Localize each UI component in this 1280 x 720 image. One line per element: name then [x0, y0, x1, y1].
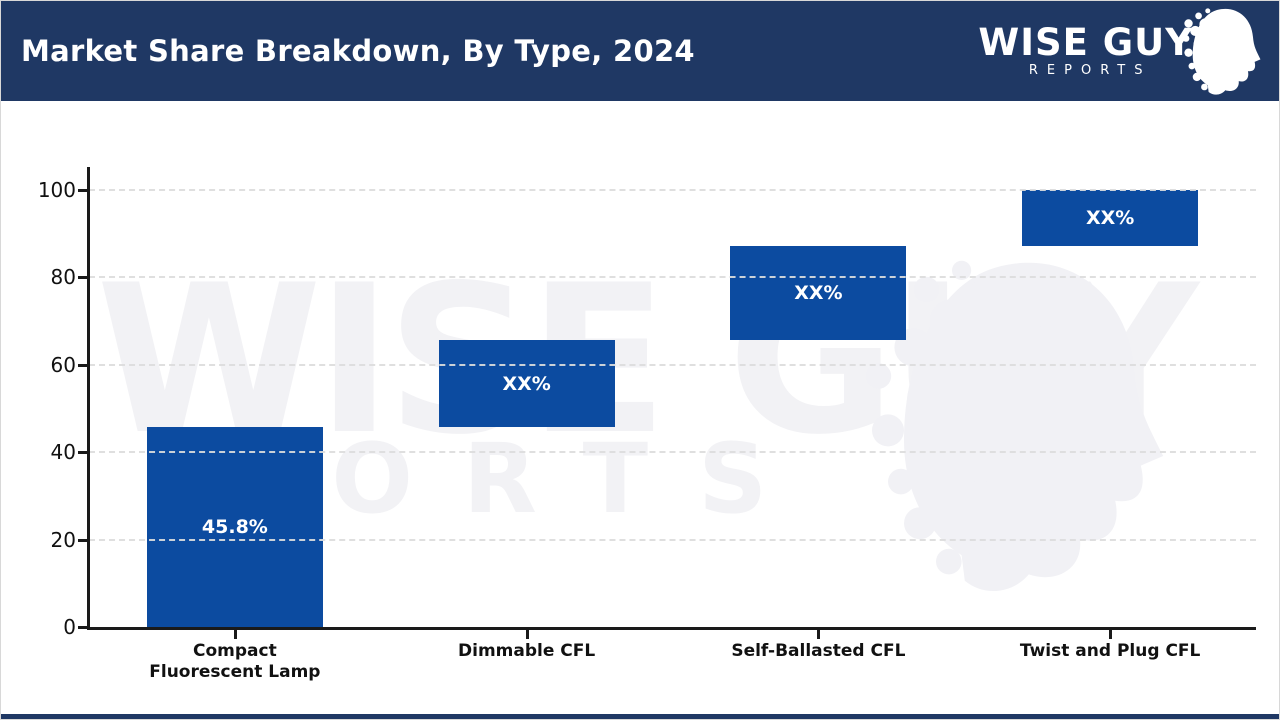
x-tick-1	[233, 630, 237, 639]
y-tick-label-0: 0	[63, 615, 76, 639]
gridline-20	[89, 538, 1256, 541]
y-tick-40	[78, 451, 87, 454]
bar-value-label-2: XX%	[502, 372, 551, 395]
y-axis-line	[87, 167, 90, 630]
gridline-40	[89, 451, 1256, 453]
category-label-1: Compact Fluorescent Lamp	[149, 641, 321, 683]
category-label-3: Self-Ballasted CFL	[731, 641, 906, 661]
y-tick-label-40: 40	[50, 440, 76, 464]
logo-text: WISE GUY REPORTS	[978, 24, 1193, 78]
bar-value-label-4: XX%	[1085, 206, 1135, 229]
bar-segment-2	[438, 340, 615, 427]
x-tick-2	[525, 630, 529, 639]
y-tick-0	[78, 626, 87, 629]
header-bar: Market Share Breakdown, By Type, 2024 WI…	[1, 1, 1279, 101]
category-label-4: Twist and Plug CFL	[1019, 641, 1201, 661]
bar-segment-3	[730, 245, 907, 341]
x-tick-3	[817, 630, 821, 639]
y-tick-label-20: 20	[50, 527, 76, 552]
wise-guy-reports-logo: WISE GUY REPORTS	[978, 5, 1265, 97]
gridline-60	[89, 363, 1256, 366]
y-tick-60	[78, 363, 87, 367]
y-tick-label-60: 60	[50, 352, 76, 377]
category-label-2: Dimmable CFL	[458, 641, 596, 661]
bar-segment-4	[1022, 189, 1199, 246]
logo-subtitle: REPORTS	[1028, 63, 1152, 78]
gridline-100	[89, 188, 1256, 191]
bar-segment-1	[146, 426, 323, 627]
bar-value-label-1: 45.8%	[201, 515, 268, 538]
x-axis-line	[87, 627, 1256, 630]
gridline-80	[89, 276, 1256, 278]
y-tick-80	[78, 276, 87, 279]
chart-title: Market Share Breakdown, By Type, 2024	[21, 34, 695, 68]
y-tick-20	[78, 538, 87, 542]
footer-strip	[1, 714, 1279, 719]
chart-canvas: WISE GUY PORTS 0 20 40 60 80 100 45.8% Compact …	[1, 101, 1279, 719]
logo-wordmark: WISE GUY	[978, 21, 1193, 64]
y-tick-label-100: 100	[37, 177, 76, 202]
x-tick-4	[1109, 630, 1113, 639]
bar-value-label-3: XX%	[794, 281, 843, 304]
y-tick-label-80: 80	[50, 265, 76, 289]
y-tick-100	[78, 188, 87, 192]
